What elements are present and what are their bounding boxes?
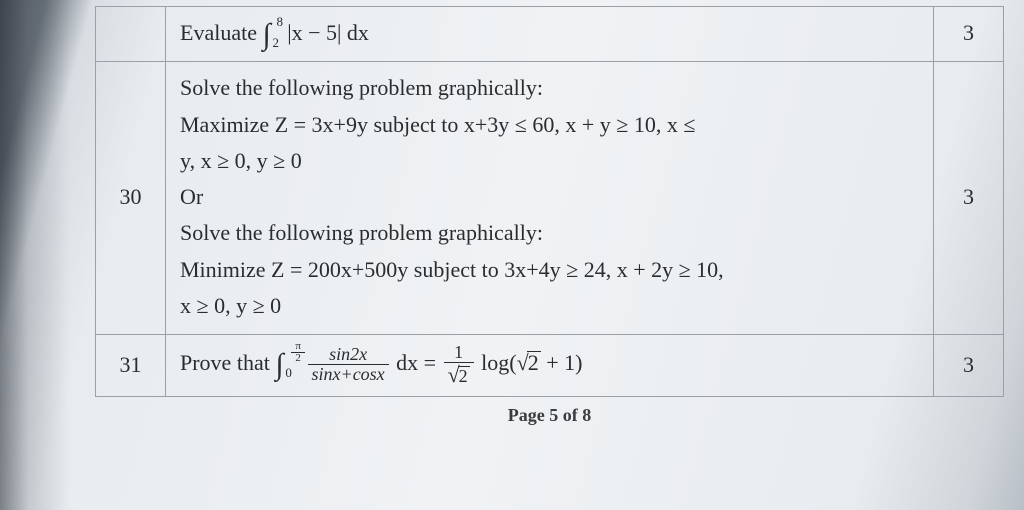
integral-lower-limit: 2: [272, 32, 279, 53]
mid-text: dx =: [396, 350, 441, 375]
line: Maximize Z = 3x+9y subject to x+3y ≤ 60,…: [180, 107, 919, 143]
exam-sheet: Evaluate ∫ 2 8 |x − 5| dx 3 30 Solve the…: [95, 0, 1004, 510]
integrand: |x − 5| dx: [287, 20, 369, 45]
prompt-text: Evaluate: [180, 20, 262, 45]
marks-cell: 3: [934, 62, 1004, 335]
marks-cell: 3: [934, 335, 1004, 397]
rhs-fraction: 1 √2: [444, 343, 474, 386]
table-row: Evaluate ∫ 2 8 |x − 5| dx 3: [96, 7, 1004, 62]
page-footer: Page 5 of 8: [95, 405, 1004, 426]
line: Solve the following problem graphically:: [180, 70, 919, 106]
or-separator: Or: [180, 179, 919, 215]
table-row: 31 Prove that ∫ 0 π 2 sin2x sinx+: [96, 335, 1004, 397]
integral-upper-limit: 8: [276, 11, 283, 32]
question-table: Evaluate ∫ 2 8 |x − 5| dx 3 30 Solve the…: [95, 6, 1004, 397]
question-body-cell: Prove that ∫ 0 π 2 sin2x sinx+cosx: [166, 335, 934, 397]
question-number-cell: 30: [96, 62, 166, 335]
integral-sign: ∫ 2 8: [262, 15, 270, 51]
question-number-cell: 31: [96, 335, 166, 397]
integral-upper-limit: π 2: [289, 341, 307, 368]
line: y, x ≥ 0, y ≥ 0: [180, 143, 919, 179]
table-row: 30 Solve the following problem graphical…: [96, 62, 1004, 335]
line: Solve the following problem graphically:: [180, 215, 919, 251]
line: Minimize Z = 200x+500y subject to 3x+4y …: [180, 252, 919, 288]
line: x ≥ 0, y ≥ 0: [180, 288, 919, 324]
log-expr: log(√2 + 1): [481, 350, 582, 375]
prompt-text: Prove that: [180, 350, 275, 375]
integrand-fraction: sin2x sinx+cosx: [308, 345, 389, 384]
question-body-cell: Solve the following problem graphically:…: [166, 62, 934, 335]
marks-cell: 3: [934, 7, 1004, 62]
question-number-cell: [96, 7, 166, 62]
integral-sign: ∫ 0 π 2: [275, 345, 283, 381]
question-body-cell: Evaluate ∫ 2 8 |x − 5| dx: [166, 7, 934, 62]
